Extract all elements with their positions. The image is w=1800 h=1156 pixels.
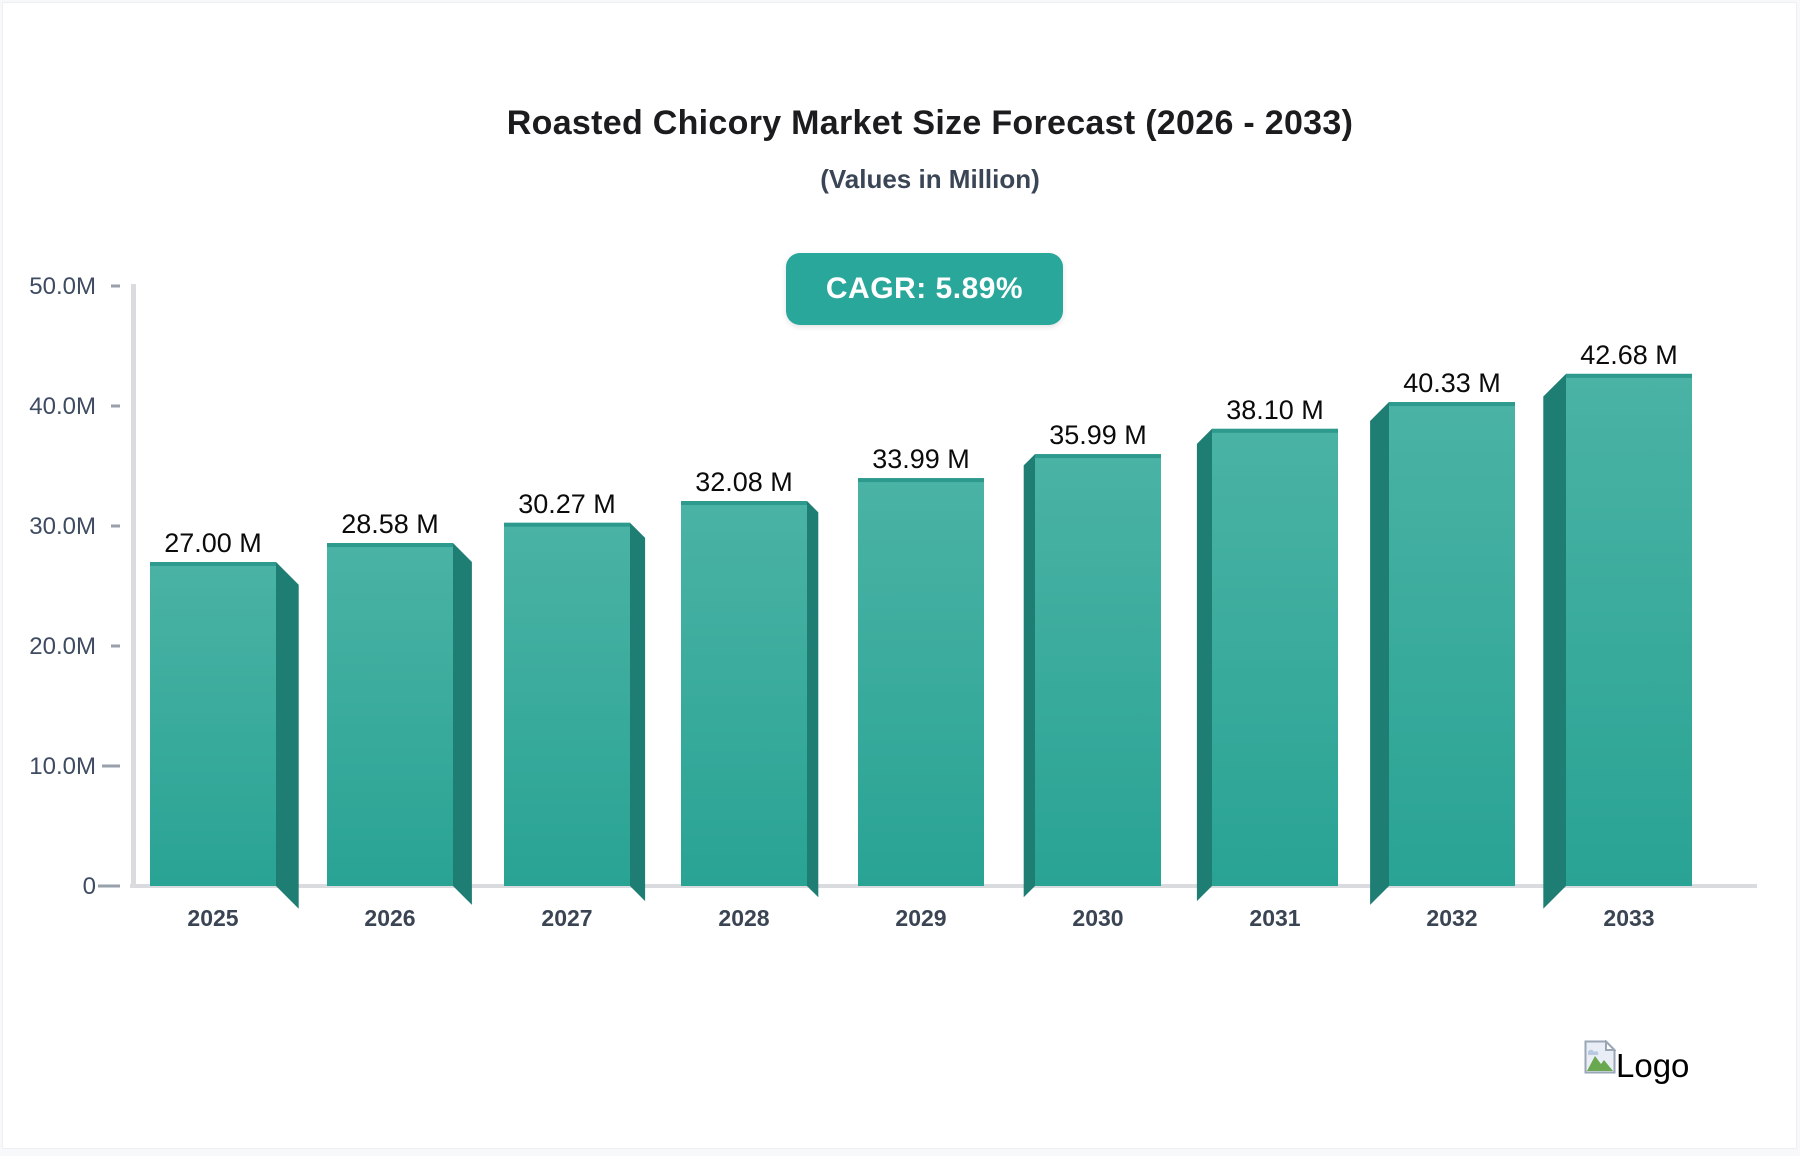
bar-top-edge (327, 543, 453, 548)
bar-side-face (1023, 454, 1035, 898)
bar-2030: 35.99 M 2030 (1023, 420, 1161, 931)
bar-side-face (1196, 428, 1212, 902)
y-tick-label: 20.0M (29, 633, 96, 660)
chart-title: Roasted Chicory Market Size Forecast (20… (506, 104, 1354, 142)
bar-value-label: 32.08 M (695, 467, 793, 497)
bar-side-face (630, 522, 646, 902)
y-tick (111, 644, 120, 648)
x-tick-label: 2030 (1072, 905, 1123, 931)
bar-value-label: 40.33 M (1403, 368, 1501, 398)
x-tick-label: 2032 (1426, 905, 1477, 931)
bar-2027: 30.27 M 2027 (504, 489, 646, 931)
bar-value-label: 33.99 M (872, 444, 970, 474)
bar-value-label: 42.68 M (1580, 340, 1678, 370)
bar-front-face (327, 543, 453, 886)
broken-image-icon (1584, 1040, 1616, 1074)
bar-top-edge (681, 501, 807, 506)
cagr-badge-label: CAGR: 5.89% (825, 272, 1024, 305)
bar-value-label: 38.10 M (1226, 395, 1324, 425)
bar-front-face (150, 562, 276, 886)
x-tick-label: 2025 (187, 905, 238, 931)
bar-front-face (858, 478, 984, 886)
bar-front-face (1035, 454, 1161, 886)
bar-top-edge (504, 522, 630, 527)
bar-side-face (276, 562, 299, 909)
bar-top-edge (858, 478, 984, 483)
bar-value-label: 35.99 M (1049, 420, 1147, 450)
y-tick (102, 764, 120, 768)
bar-value-label: 30.27 M (518, 489, 616, 519)
x-tick-label: 2029 (895, 905, 946, 931)
y-tick-label: 0 (83, 873, 96, 900)
y-tick-label: 30.0M (29, 513, 96, 540)
x-tick-label: 2026 (364, 905, 415, 931)
bar-front-face (1566, 373, 1692, 887)
bar-2025: 27.00 M 2025 (150, 528, 299, 931)
bar-top-edge (1035, 454, 1161, 459)
x-tick-label: 2028 (718, 905, 769, 931)
x-tick-label: 2031 (1249, 905, 1300, 931)
chart-subtitle: (Values in Million) (820, 164, 1040, 194)
y-tick-label: 50.0M (29, 273, 96, 300)
bar-2031: 38.10 M 2031 (1196, 395, 1338, 931)
bar-top-edge (1389, 402, 1515, 407)
bar-front-face (681, 501, 807, 886)
bar-top-edge (1212, 428, 1338, 433)
bar-side-face (1543, 373, 1566, 909)
y-tick (111, 524, 120, 528)
y-tick-label: 40.0M (29, 393, 96, 420)
logo-alt-text: Logo (1616, 1047, 1690, 1084)
y-tick-label: 10.0M (29, 753, 96, 780)
bar-value-label: 27.00 M (164, 528, 262, 558)
bar-top-edge (150, 562, 276, 566)
x-tick-label: 2033 (1603, 905, 1654, 931)
bar-front-face (1212, 428, 1338, 886)
bar-side-face (1370, 402, 1389, 905)
bar-front-face (504, 522, 630, 886)
y-tick (111, 284, 120, 288)
bar-side-face (453, 543, 472, 905)
bar-2026: 28.58 M 2026 (327, 509, 472, 931)
bar-front-face (1389, 402, 1515, 886)
y-tick (98, 884, 120, 888)
bar-2033: 42.68 M 2033 (1543, 340, 1692, 931)
bar-2032: 40.33 M 2032 (1370, 368, 1515, 931)
logo: Logo (1584, 1040, 1689, 1084)
y-tick (111, 404, 120, 408)
bar-2029: 33.99 M 2029 (858, 444, 984, 931)
bar-side-face (807, 501, 819, 898)
bar-top-edge (1566, 373, 1692, 378)
cagr-badge: CAGR: 5.89% (786, 253, 1063, 325)
bar-2028: 32.08 M 2028 (681, 467, 819, 931)
y-axis-line (131, 284, 136, 888)
x-tick-label: 2027 (541, 905, 592, 931)
bar-value-label: 28.58 M (341, 509, 439, 539)
